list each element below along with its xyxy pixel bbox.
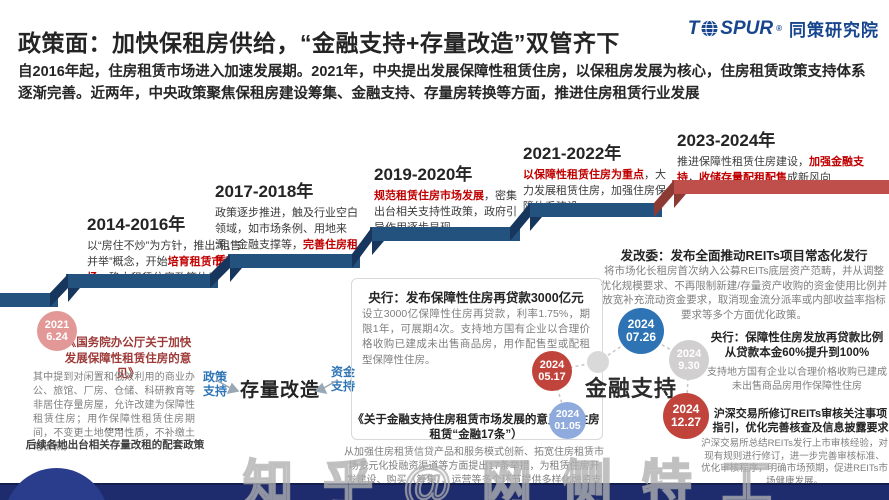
date-badge-2024-12-27: 2024 12.27 <box>663 393 709 439</box>
ellipsis: ...... <box>104 421 124 433</box>
badge-year: 2024 <box>676 347 702 360</box>
page-title: 政策面：加快保租房供给，“金融支持+存量改造”双管齐下 <box>18 30 620 56</box>
period-years: 2023-2024年 <box>677 131 776 150</box>
pboc-ratio-body: 支持地方国有企业以合理价格收购已建成未出售商品房用作保障性住房 <box>707 367 887 392</box>
label-stock-conversion: 存量改造 <box>240 380 321 401</box>
badge-date: 6.24 <box>46 331 68 343</box>
period-years: 2019-2020年 <box>374 165 473 184</box>
intro-paragraph: 自2016年起，住房租赁市场进入加速发展期。2021年，中央提出发展保障性租赁住… <box>18 64 866 102</box>
pboc-relending-body: 设立3000亿保障性住房再贷款，利率1.75%，期限1年，可展期4次。支持地方国… <box>362 308 590 366</box>
date-badge-2021-06-24: 2021 6.24 <box>37 311 77 351</box>
date-badge-2024-07-26: 2024 07.26 <box>618 308 664 354</box>
ndrc-reits-body: 将市场化长租房首次纳入公募REITs底层资产范畴，并从调整优化规模要求、不再限制… <box>600 265 888 322</box>
policy-doc-title: 《国务院办公厅关于加快发展保障性租赁住房的意见》 <box>64 337 192 381</box>
logo-cn-name: 同策研究院 <box>789 21 879 40</box>
badge-year: 2021 <box>44 318 70 331</box>
brand-logo: T SPUR ® 同策研究院 <box>688 16 879 41</box>
badge-date: 01.05 <box>554 419 581 432</box>
label-capital-support: 资金 支持 <box>330 365 355 393</box>
policy-doc-body: 其中提到对闲置和低效利用的商业办公、旅馆、厂房、仓储、科研教育等非居住存量房屋，… <box>33 372 195 453</box>
sse-szse-body: 沪深交易所总结REITs发行上市审核经验，对现有规则进行修订，进一步完善审核标准… <box>701 438 888 487</box>
period-years: 2017-2018年 <box>215 182 314 201</box>
label-policy-support: 政策 支持 <box>202 370 227 398</box>
sse-szse-title: 沪深交易所修订REITs审核关注事项指引，优化完善核查及信息披露要求 <box>712 408 889 435</box>
ndrc-reits-title: 发改委：发布全面推动REITs项目常态化发行 <box>620 249 868 263</box>
connector-dot <box>587 351 609 373</box>
registered-mark: ® <box>776 24 782 33</box>
badge-year: 2024 <box>555 407 580 420</box>
policy-followup-note: 后续各地出台相关存量改租的配套政策 <box>25 439 205 451</box>
badge-year: 2024 <box>672 401 700 416</box>
date-badge-2024-09-30: 2024 9.30 <box>669 340 709 380</box>
badge-date: 12.27 <box>670 415 702 429</box>
bottom-band <box>0 483 889 500</box>
finance17-title: 《关于金融支持住房租赁市场发展的意见》（住房租赁“金融17条”） <box>352 414 600 441</box>
date-badge-2024-05-17: 2024 05.17 <box>532 351 572 391</box>
badge-year: 2024 <box>539 358 565 371</box>
watermark: 知乎@网侧特工 <box>242 455 802 500</box>
badge-date: 07.26 <box>625 330 657 344</box>
date-badge-2024-01-05: 2024 01.05 <box>549 402 586 439</box>
badge-date: 9.30 <box>678 360 700 372</box>
pboc-relending-title: 央行：发布保障性住房再贷款3000亿元 <box>368 291 584 305</box>
label-financial-support: 金融支持 <box>585 376 678 401</box>
globe-icon <box>701 20 718 37</box>
logo-letter-t: T <box>687 17 700 39</box>
period-years: 2021-2022年 <box>523 144 622 163</box>
pboc-ratio-title: 央行：保障性住房发放再贷款比例从贷款本金60%提升到100% <box>710 332 884 359</box>
period-years: 2014-2016年 <box>87 215 186 234</box>
badge-date: 05.17 <box>538 371 566 383</box>
badge-year: 2024 <box>627 316 655 331</box>
logo-letters-spur: SPUR <box>720 17 774 39</box>
